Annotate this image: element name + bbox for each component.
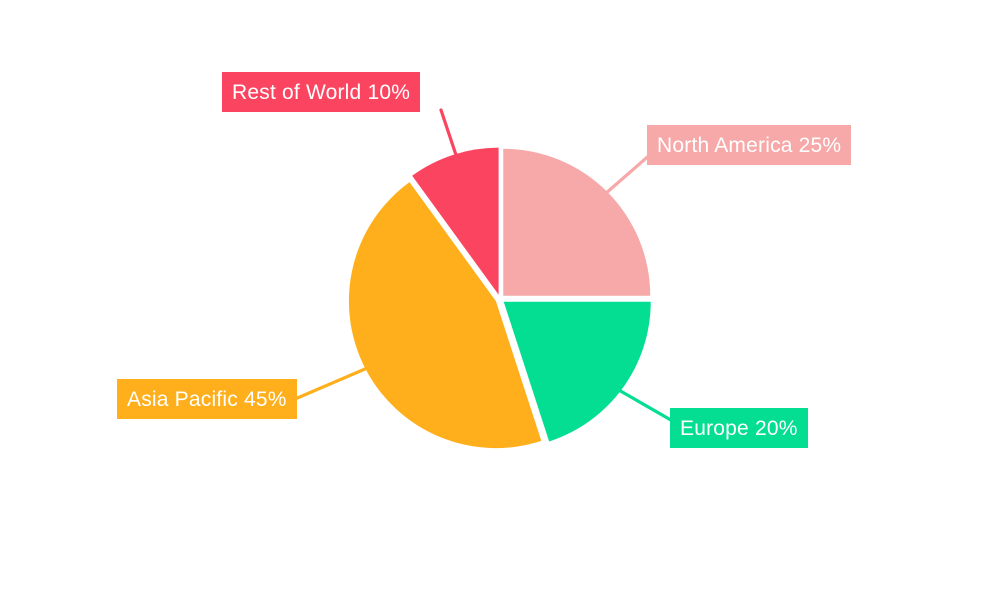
pie-slice-rest-of-world[interactable] bbox=[412, 147, 499, 295]
pie-label-asia-pacific[interactable]: Asia Pacific 45% bbox=[117, 379, 297, 419]
pie-label-europe[interactable]: Europe 20% bbox=[670, 408, 808, 448]
pie-slice-asia-pacific[interactable] bbox=[348, 182, 542, 449]
pie-label-rest-of-world[interactable]: Rest of World 10% bbox=[222, 72, 421, 112]
leader-line-asia-pacific bbox=[293, 364, 374, 401]
pie-label-north-america[interactable]: North America 25% bbox=[647, 125, 852, 165]
pie-slice-europe[interactable] bbox=[503, 301, 651, 442]
pie-slice-north-america[interactable] bbox=[503, 148, 651, 296]
pie-slices bbox=[348, 147, 651, 449]
